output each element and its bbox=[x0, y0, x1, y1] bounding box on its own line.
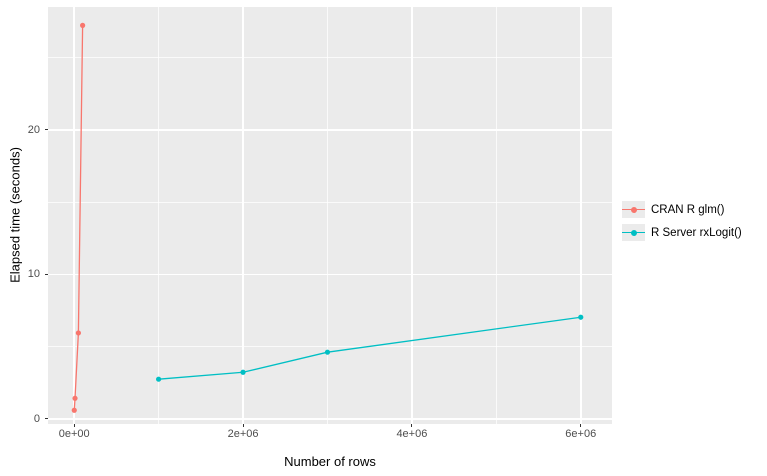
y-axis-title: Elapsed time (seconds) bbox=[7, 147, 23, 283]
x-tick-mark bbox=[411, 424, 413, 427]
gridline-x-minor bbox=[158, 7, 159, 424]
legend-key-swatch bbox=[622, 201, 645, 218]
legend-entry: R Server rxLogit() bbox=[622, 224, 742, 241]
x-tick-mark bbox=[580, 424, 582, 427]
y-tick-mark bbox=[45, 129, 48, 131]
x-tick-label: 4e+06 bbox=[396, 428, 428, 440]
gridline-x-major bbox=[580, 7, 582, 424]
gridline-y-minor bbox=[48, 346, 612, 348]
gridline-y-minor bbox=[48, 57, 612, 59]
y-tick-label: 10 bbox=[27, 268, 40, 281]
legend-key-dot bbox=[630, 229, 637, 236]
x-tick-mark bbox=[73, 424, 75, 427]
plot-panel bbox=[48, 7, 612, 424]
x-tick-label: 2e+06 bbox=[227, 428, 259, 440]
legend-entry-label: CRAN R glm() bbox=[651, 203, 725, 216]
y-tick-mark bbox=[45, 273, 48, 275]
legend-entry: CRAN R glm() bbox=[622, 201, 742, 218]
gridline-y-major bbox=[48, 418, 612, 420]
legend-key-dot bbox=[630, 206, 637, 213]
gridline-y-major bbox=[48, 129, 612, 131]
gridline-y-minor bbox=[48, 201, 612, 203]
gridline-y-major bbox=[48, 273, 612, 276]
legend-entry-label: R Server rxLogit() bbox=[651, 226, 742, 239]
gridline-x-minor bbox=[327, 7, 328, 424]
x-tick-mark bbox=[242, 424, 244, 427]
gridline-x-major bbox=[73, 7, 75, 424]
legend: CRAN R glm() R Server rxLogit() bbox=[622, 201, 742, 247]
gridline-x-major bbox=[242, 7, 244, 424]
legend-key-swatch bbox=[622, 224, 645, 241]
y-tick-label: 0 bbox=[33, 412, 40, 425]
gridline-x-minor bbox=[495, 7, 497, 424]
y-tick-label: 20 bbox=[27, 123, 40, 136]
y-tick-mark bbox=[45, 418, 48, 420]
x-axis-title: Number of rows bbox=[284, 454, 376, 469]
x-tick-label: 0e+00 bbox=[58, 428, 90, 440]
gridline-x-major bbox=[411, 7, 413, 424]
x-tick-label: 6e+06 bbox=[565, 428, 597, 440]
